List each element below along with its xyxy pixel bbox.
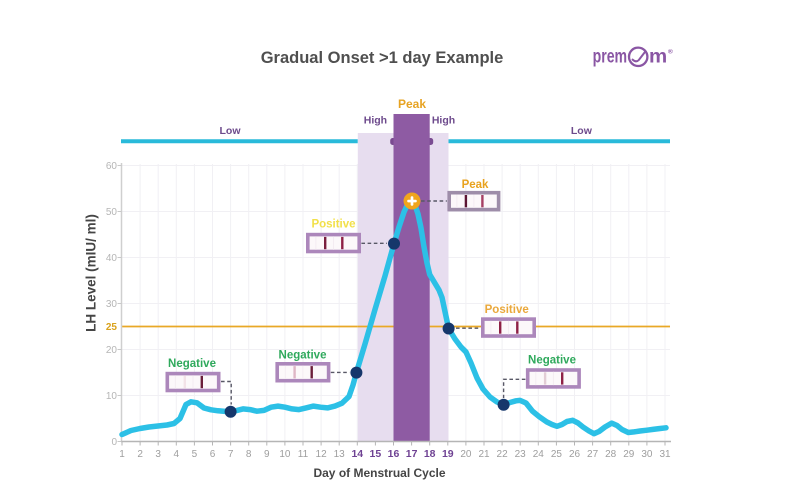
svg-text:12: 12 bbox=[316, 449, 328, 460]
svg-text:50: 50 bbox=[106, 207, 118, 218]
svg-text:24: 24 bbox=[533, 449, 545, 460]
svg-text:Peak: Peak bbox=[462, 179, 489, 191]
svg-text:prem: prem bbox=[593, 46, 628, 67]
svg-text:31: 31 bbox=[659, 449, 671, 460]
svg-text:Low: Low bbox=[571, 125, 593, 137]
svg-text:30: 30 bbox=[641, 449, 653, 460]
svg-text:60: 60 bbox=[106, 161, 118, 172]
svg-text:20: 20 bbox=[106, 345, 118, 356]
svg-text:Low: Low bbox=[220, 125, 242, 137]
svg-text:Peak: Peak bbox=[398, 97, 426, 111]
svg-text:27: 27 bbox=[587, 449, 599, 460]
svg-text:30: 30 bbox=[106, 299, 118, 310]
svg-text:3: 3 bbox=[155, 449, 161, 460]
svg-text:0: 0 bbox=[111, 437, 117, 448]
svg-text:25: 25 bbox=[551, 449, 563, 460]
svg-text:7: 7 bbox=[228, 449, 234, 460]
svg-text:26: 26 bbox=[569, 449, 581, 460]
svg-text:High: High bbox=[432, 115, 455, 127]
svg-text:11: 11 bbox=[298, 449, 309, 460]
svg-text:16: 16 bbox=[388, 448, 400, 460]
svg-text:21: 21 bbox=[478, 449, 490, 460]
svg-text:25: 25 bbox=[106, 322, 118, 333]
svg-text:6: 6 bbox=[210, 449, 216, 460]
svg-text:High: High bbox=[364, 114, 387, 126]
svg-text:®: ® bbox=[668, 48, 673, 56]
svg-text:m: m bbox=[649, 46, 667, 67]
svg-text:18: 18 bbox=[424, 448, 436, 460]
svg-text:20: 20 bbox=[460, 449, 472, 460]
svg-text:23: 23 bbox=[515, 449, 527, 460]
svg-text:22: 22 bbox=[497, 449, 509, 460]
svg-text:19: 19 bbox=[442, 448, 454, 460]
svg-text:28: 28 bbox=[605, 449, 617, 460]
svg-text:13: 13 bbox=[334, 449, 346, 460]
svg-text:5: 5 bbox=[192, 449, 198, 460]
svg-text:1: 1 bbox=[119, 449, 125, 460]
svg-text:40: 40 bbox=[106, 253, 118, 264]
svg-text:Negative: Negative bbox=[168, 358, 216, 370]
svg-text:29: 29 bbox=[623, 449, 635, 460]
svg-text:14: 14 bbox=[351, 448, 363, 460]
svg-text:9: 9 bbox=[264, 449, 270, 460]
svg-text:10: 10 bbox=[106, 391, 118, 402]
svg-text:Gradual Onset >1 day Example: Gradual Onset >1 day Example bbox=[261, 49, 504, 67]
svg-text:2: 2 bbox=[137, 449, 143, 460]
svg-text:Negative: Negative bbox=[279, 350, 327, 362]
svg-text:Day of Menstrual Cycle: Day of Menstrual Cycle bbox=[313, 466, 445, 480]
svg-text:15: 15 bbox=[370, 448, 382, 460]
svg-text:4: 4 bbox=[174, 449, 180, 460]
svg-text:Positive: Positive bbox=[485, 304, 529, 316]
svg-text:17: 17 bbox=[406, 448, 418, 460]
svg-text:10: 10 bbox=[279, 449, 291, 460]
svg-text:8: 8 bbox=[246, 449, 252, 460]
svg-text:LH Level (mIU/ ml): LH Level (mIU/ ml) bbox=[84, 214, 99, 332]
svg-text:Positive: Positive bbox=[311, 219, 355, 231]
svg-text:Negative: Negative bbox=[528, 355, 576, 367]
